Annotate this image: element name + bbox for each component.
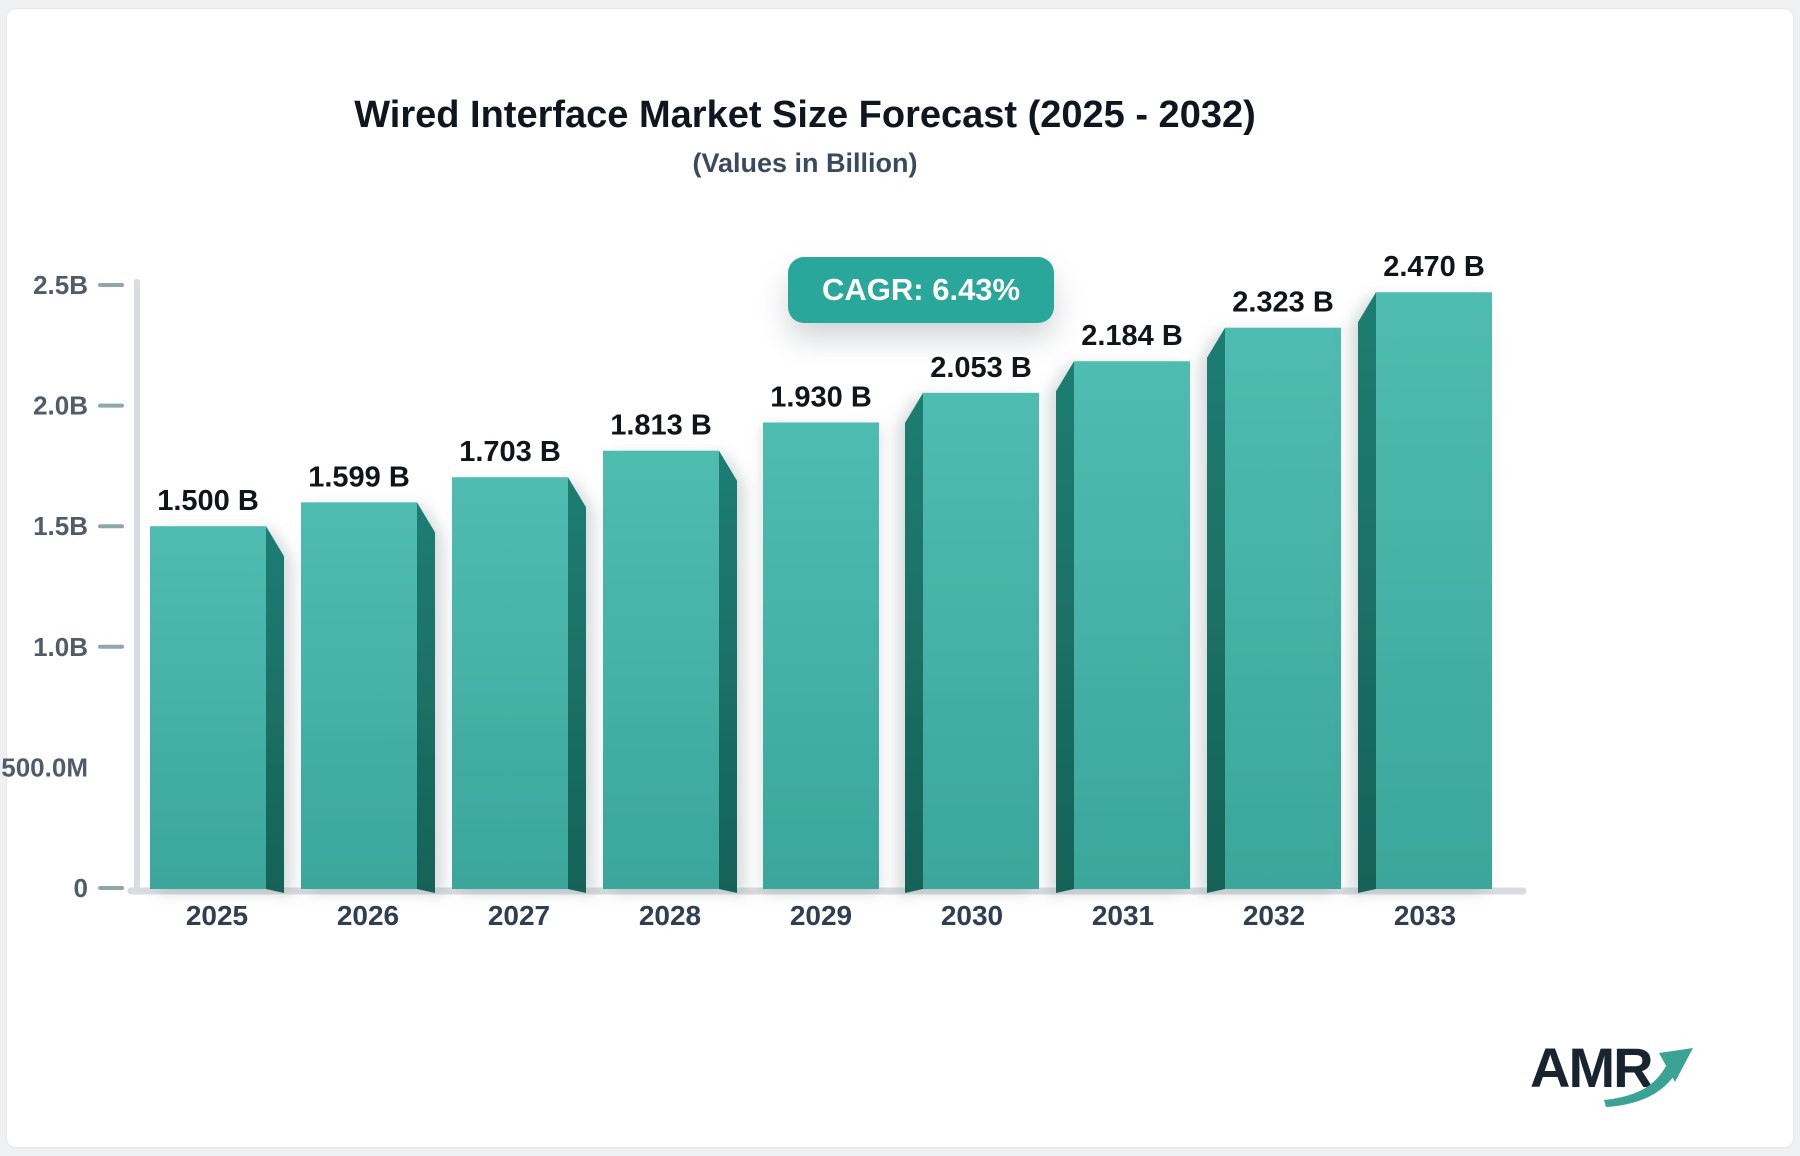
x-axis-label: 2029 — [790, 900, 852, 931]
bar-2032 — [1207, 327, 1341, 894]
bar-2026 — [301, 502, 435, 893]
bar-value-label: 1.813 B — [610, 410, 712, 442]
x-axis-label: 2028 — [639, 900, 701, 931]
x-axis-label: 2033 — [1394, 900, 1456, 931]
bar-2031 — [1056, 361, 1190, 893]
cagr-badge: CAGR: 6.43% — [788, 257, 1055, 323]
x-axis-label: 2027 — [488, 900, 550, 931]
bar-2033 — [1358, 292, 1492, 894]
bar-value-label: 2.184 B — [1081, 320, 1183, 352]
amr-logo-text: AMR — [1530, 1036, 1654, 1099]
y-axis-label: 2.0B — [33, 391, 88, 421]
bar-value-label: 2.053 B — [930, 352, 1032, 384]
bar-2025 — [150, 526, 284, 893]
x-axis-label: 2026 — [337, 900, 399, 931]
amr-logo: AMR — [1530, 1040, 1710, 1120]
cagr-badge-label: CAGR: 6.43% — [822, 272, 1021, 307]
x-axis-label: 2031 — [1092, 900, 1154, 931]
x-axis-label: 2025 — [186, 900, 248, 931]
bar-value-label: 2.323 B — [1232, 287, 1334, 319]
y-axis-label: 0 — [74, 873, 88, 903]
y-axis-label: 500.0M — [1, 752, 88, 782]
bar-2030 — [905, 392, 1039, 893]
y-axis-label: 1.0B — [33, 632, 88, 662]
bar-value-label: 1.500 B — [157, 485, 259, 517]
bar-2028 — [603, 450, 737, 893]
y-axis-label: 2.5B — [33, 270, 88, 300]
bar-value-label: 1.599 B — [308, 461, 410, 493]
x-axis-label: 2030 — [941, 900, 1003, 931]
bar-2027 — [452, 477, 586, 893]
chart-subtitle: (Values in Billion) — [692, 148, 918, 178]
x-axis-label: 2032 — [1243, 900, 1305, 931]
bar-value-label: 2.470 B — [1383, 251, 1485, 283]
chart-title: Wired Interface Market Size Forecast (20… — [354, 94, 1256, 136]
bar-value-label: 1.930 B — [770, 381, 872, 413]
bar-value-label: 1.703 B — [459, 436, 561, 468]
y-axis-label: 1.5B — [33, 511, 88, 541]
logo-arrow-icon — [1604, 1048, 1693, 1107]
bar-2029 — [763, 422, 879, 889]
